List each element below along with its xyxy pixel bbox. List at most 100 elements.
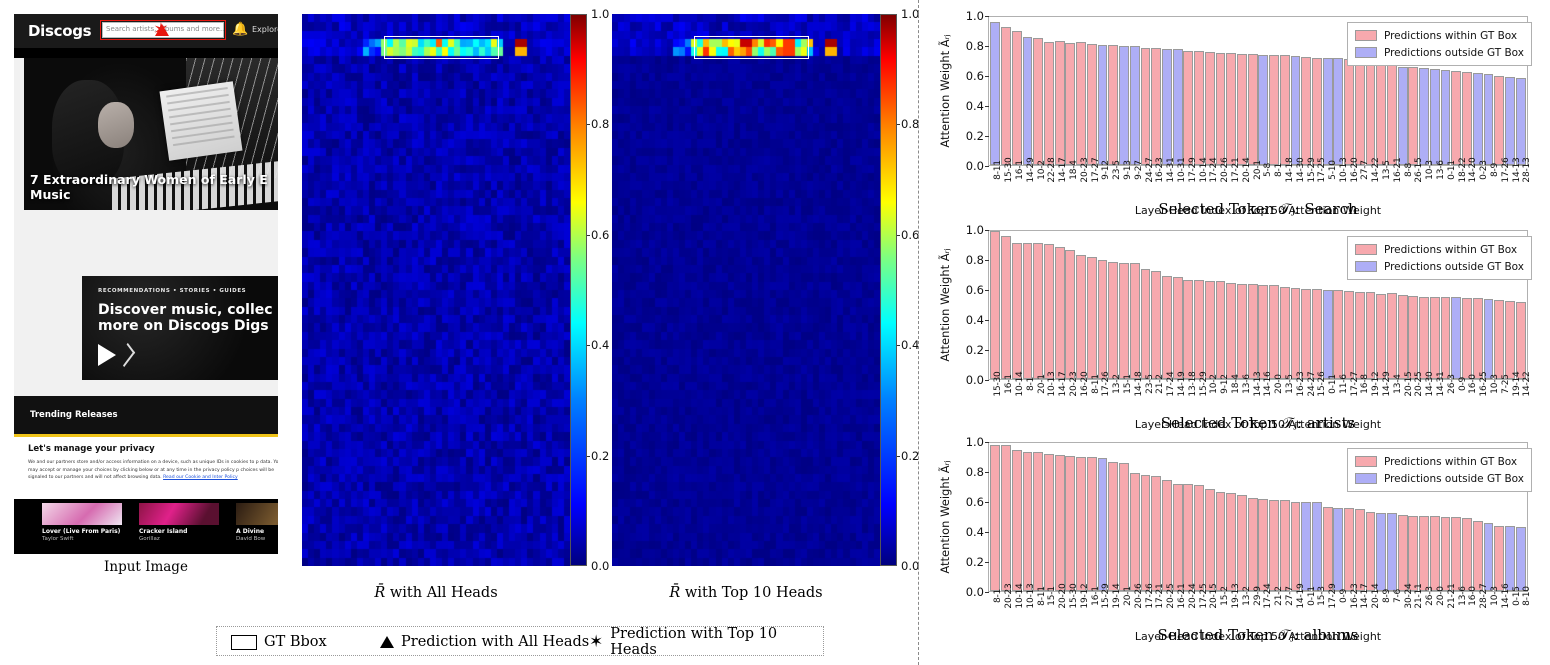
bar-series xyxy=(989,231,1527,379)
chart-title: Selected Token 𝒯ⱼ: artists xyxy=(1160,414,1356,432)
bar xyxy=(1054,246,1065,379)
bar xyxy=(1494,525,1505,591)
colorbar-tick-label: 0.6 xyxy=(591,227,610,242)
colorbar-tick-label: 0.6 xyxy=(901,227,920,242)
y-axis-tick-mark xyxy=(985,442,989,443)
colorbar-tick-mark xyxy=(897,455,900,457)
heatmap-canvas xyxy=(302,14,570,566)
figure-legend: GT Bbox Prediction with All Heads ✶ Pred… xyxy=(216,626,824,658)
chart-title: Selected Token 𝒯ⱼ: Search xyxy=(1158,200,1358,218)
bar xyxy=(1440,296,1451,379)
bar xyxy=(1204,488,1215,591)
bell-icon[interactable]: 🔔 xyxy=(232,22,249,37)
prediction-top10-heads-star-marker: ✶ xyxy=(153,19,169,41)
legend-label: Predictions outside GT Box xyxy=(1383,472,1524,485)
hero-article-title[interactable]: 7 Extraordinary Women of Early E Music xyxy=(30,172,268,202)
bar xyxy=(1472,73,1483,165)
y-axis-tick-label: 0.0 xyxy=(965,373,984,387)
hero-photo xyxy=(24,58,278,210)
y-axis-tick-mark xyxy=(985,350,989,351)
star-marker-icon: ✶ xyxy=(589,631,604,652)
bar xyxy=(1462,517,1472,591)
y-axis-tick-mark xyxy=(985,562,989,563)
release-card[interactable]: A Divine David Bow xyxy=(236,503,278,542)
bar xyxy=(1290,55,1301,165)
play-icon[interactable] xyxy=(98,344,116,366)
bar xyxy=(1397,515,1408,591)
colorbar-all-heads xyxy=(570,14,587,566)
chart-title: Selected Token 𝒯ⱼ: albums xyxy=(1157,626,1359,644)
hero-band xyxy=(14,48,278,58)
bar xyxy=(1322,57,1333,165)
colorbar-tick-label: 1.0 xyxy=(591,7,610,21)
release-title: Cracker Island xyxy=(139,528,188,535)
bar xyxy=(1215,52,1226,165)
bar xyxy=(1044,41,1054,165)
colorbar-tick-mark xyxy=(587,124,590,126)
bar xyxy=(1022,37,1033,165)
attention-heatmap-top10-heads xyxy=(612,14,880,566)
bar xyxy=(1472,521,1483,591)
release-title: Lover (Live From Paris) xyxy=(42,528,121,535)
bar xyxy=(1033,242,1044,379)
bar xyxy=(1204,280,1215,379)
legend-pred-all-label: Prediction with All Heads xyxy=(401,634,590,650)
trending-releases-label: Trending Releases xyxy=(30,410,118,420)
bar xyxy=(1269,285,1279,379)
trending-releases-section: Trending Releases xyxy=(14,396,278,436)
bar xyxy=(1183,51,1194,165)
y-axis-tick-mark xyxy=(985,472,989,473)
digs-title-text: Discover music, collec more on Discogs D… xyxy=(98,302,273,334)
colorbar-tick-label: 0.2 xyxy=(591,448,610,463)
privacy-body-text: We and our partners store and/or access … xyxy=(28,460,278,481)
y-axis-tick-label: 0.6 xyxy=(965,69,984,83)
y-axis-tick-mark xyxy=(985,290,989,291)
triangle-marker-icon xyxy=(380,636,394,648)
heatmap-all-heads-caption: R̄ with All Heads xyxy=(302,585,570,601)
x-axis-label: Layer-Head Index of Top 50 Attention Wei… xyxy=(1134,418,1382,431)
bar xyxy=(1483,73,1494,165)
y-axis-tick-label: 0.6 xyxy=(965,283,984,297)
legend-pred-top10: ✶ Prediction with Top 10 Heads xyxy=(589,626,823,658)
bar xyxy=(1236,53,1247,165)
release-title: A Divine xyxy=(236,528,265,535)
privacy-policy-link[interactable]: Read our Cookie and Inter Policy xyxy=(163,475,238,481)
bar xyxy=(1108,262,1119,379)
bar xyxy=(1483,299,1494,379)
bar xyxy=(1365,291,1376,379)
bar xyxy=(1011,450,1022,591)
input-image-panel: Discogs Search artists, albums and more.… xyxy=(14,14,278,575)
yellow-divider xyxy=(14,434,278,437)
bar xyxy=(1515,301,1526,379)
colorbar-tick-mark xyxy=(587,345,590,347)
bar xyxy=(1065,249,1076,379)
bar xyxy=(1451,70,1462,165)
bar xyxy=(1301,56,1312,165)
digs-kicker-text: RECOMMENDATIONS • STORIES • GUIDES xyxy=(98,288,247,294)
bar xyxy=(1236,283,1247,379)
bar xyxy=(1161,480,1172,591)
y-axis-tick-mark xyxy=(985,320,989,321)
legend-pred-top10-label: Prediction with Top 10 Heads xyxy=(610,626,778,658)
bar xyxy=(1097,458,1108,591)
y-axis-tick-label: 0.8 xyxy=(965,465,984,479)
bar xyxy=(1387,293,1397,379)
legend-outside-gt-box: Predictions outside GT Box xyxy=(1354,470,1524,487)
bar xyxy=(1204,52,1215,165)
bar xyxy=(1065,456,1076,591)
sheet-music-graphic xyxy=(159,81,243,161)
y-axis-tick-label: 0.4 xyxy=(965,99,984,113)
release-card[interactable]: Cracker Island Gorillaz xyxy=(139,503,219,542)
explore-menu-label[interactable]: Explore xyxy=(252,25,278,34)
bar xyxy=(1097,44,1108,165)
bar xyxy=(1419,515,1430,591)
bar xyxy=(1001,27,1011,165)
x-axis-tick-label: 28-13 xyxy=(1522,157,1533,183)
discogs-digs-promo[interactable]: RECOMMENDATIONS • STORIES • GUIDES Disco… xyxy=(82,276,278,380)
bar xyxy=(1183,279,1194,379)
release-card[interactable]: Lover (Live From Paris) Taylor Swift xyxy=(42,503,122,542)
legend-swatch xyxy=(1354,30,1377,41)
legend-outside-gt-box: Predictions outside GT Box xyxy=(1354,44,1524,61)
bar xyxy=(990,445,1001,591)
y-axis-tick-mark xyxy=(985,230,989,231)
